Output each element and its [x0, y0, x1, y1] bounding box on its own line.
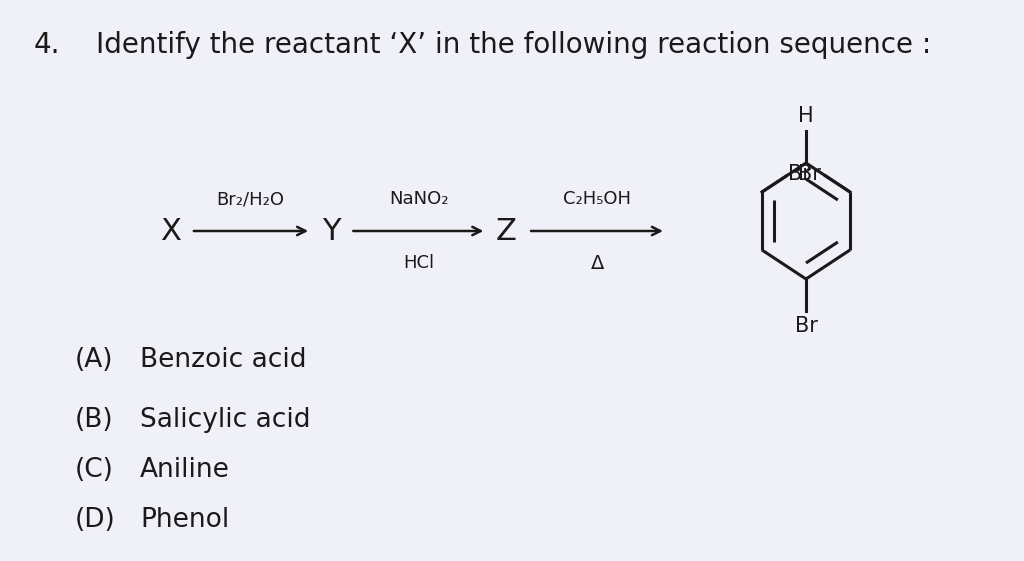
Text: Benzoic acid: Benzoic acid: [140, 347, 306, 373]
Text: HCl: HCl: [403, 254, 434, 272]
Text: (C): (C): [75, 457, 114, 483]
Text: C₂H₅OH: C₂H₅OH: [563, 190, 632, 208]
Text: Br: Br: [795, 316, 817, 336]
Text: 4.: 4.: [34, 31, 59, 59]
Text: Br: Br: [799, 164, 821, 184]
Text: NaNO₂: NaNO₂: [389, 190, 449, 208]
Text: X: X: [161, 217, 181, 246]
Text: Δ: Δ: [591, 254, 604, 273]
Text: Z: Z: [496, 217, 517, 246]
Text: H: H: [798, 106, 814, 126]
Text: Identify the reactant ‘X’ in the following reaction sequence :: Identify the reactant ‘X’ in the followi…: [96, 31, 932, 59]
Text: Br₂/H₂O: Br₂/H₂O: [216, 190, 285, 208]
Text: Y: Y: [322, 217, 340, 246]
Text: (A): (A): [75, 347, 113, 373]
Text: Salicylic acid: Salicylic acid: [140, 407, 310, 433]
Text: (D): (D): [75, 507, 116, 533]
Text: Aniline: Aniline: [140, 457, 230, 483]
Text: Br: Br: [788, 164, 811, 184]
Text: (B): (B): [75, 407, 113, 433]
Text: Phenol: Phenol: [140, 507, 229, 533]
